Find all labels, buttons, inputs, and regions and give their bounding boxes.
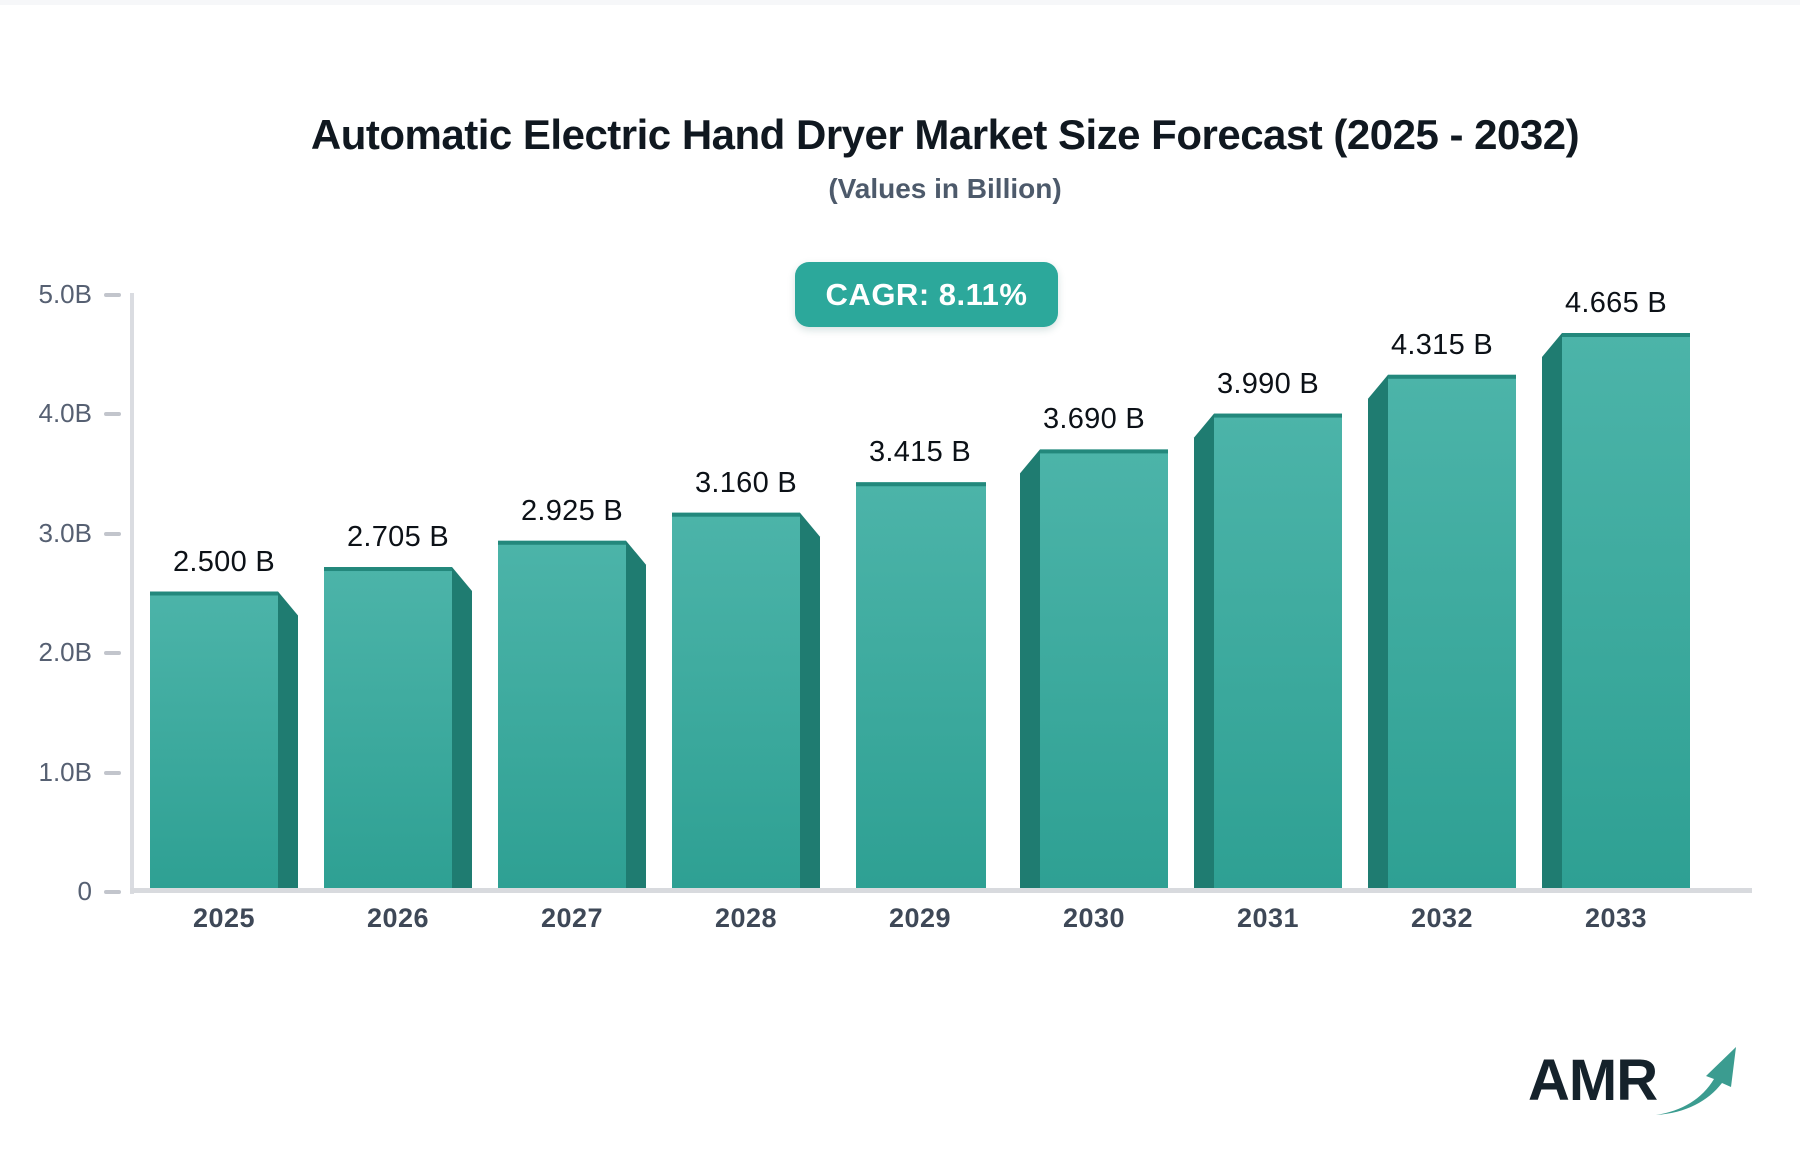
- bar-top-edge: [1388, 374, 1516, 379]
- bar-side-face: [626, 540, 646, 890]
- bar-value-label: 2.705 B: [346, 521, 450, 554]
- x-axis-label: 2025: [192, 903, 256, 933]
- bar-front-face: [1214, 413, 1342, 890]
- bar-value-label: 3.990 B: [1216, 367, 1320, 400]
- bar-2025: [150, 591, 298, 890]
- bar-top-edge: [672, 512, 800, 517]
- bar-side-face: [1368, 374, 1388, 890]
- x-axis-label: 2026: [366, 903, 430, 933]
- bar-top-edge: [856, 482, 986, 487]
- bar-2032: [1368, 374, 1516, 890]
- bar-top-edge: [498, 540, 626, 545]
- x-axis-label: 2028: [714, 903, 778, 933]
- bar-value-label: 3.690 B: [1042, 403, 1146, 436]
- bar-2029: [856, 482, 986, 890]
- y-axis-tick-label: 0: [77, 876, 92, 906]
- amr-logo-text: AMR: [1528, 1048, 1658, 1113]
- bar-value-label: 3.415 B: [868, 436, 972, 469]
- bar-side-face: [1020, 449, 1040, 890]
- bar-side-face: [452, 567, 472, 890]
- bar-front-face: [150, 591, 278, 890]
- y-axis-tick: [104, 770, 121, 775]
- y-axis-tick: [104, 531, 121, 536]
- bar-side-face: [1542, 332, 1562, 890]
- bar-top-edge: [1562, 332, 1690, 337]
- bar-front-face: [498, 540, 626, 890]
- y-axis-tick: [104, 293, 121, 297]
- bar-value-label: 2.500 B: [172, 545, 276, 578]
- bar-value-label: 4.315 B: [1390, 328, 1494, 361]
- bar-value-label: 2.925 B: [520, 494, 624, 527]
- bar-side-face: [278, 591, 298, 890]
- x-axis-label: 2029: [888, 903, 952, 933]
- y-axis-line: [130, 293, 134, 894]
- bar-top-edge: [150, 591, 278, 596]
- y-axis-tick-label: 1.0B: [38, 756, 93, 787]
- chart-subtitle: (Values in Billion): [828, 173, 1062, 204]
- y-axis-tick-label: 3.0B: [38, 517, 93, 548]
- bar-2031: [1194, 413, 1342, 890]
- bar-top-edge: [1040, 449, 1168, 454]
- bar-top-edge: [324, 567, 452, 572]
- y-axis-tick-label: 2.0B: [38, 637, 93, 668]
- bar-top-edge: [1214, 413, 1342, 418]
- bar-front-face: [856, 482, 986, 890]
- bar-side-face: [800, 512, 820, 890]
- amr-logo: AMR: [1528, 1037, 1743, 1132]
- bar-2030: [1020, 449, 1168, 890]
- bar-front-face: [324, 567, 452, 890]
- y-axis-tick-label: 5.0B: [38, 279, 93, 309]
- bar-2027: [498, 540, 646, 890]
- chart-title: Automatic Electric Hand Dryer Market Siz…: [310, 111, 1580, 158]
- x-axis-label: 2031: [1236, 903, 1300, 933]
- bar-front-face: [1562, 332, 1690, 890]
- y-axis-tick: [104, 412, 121, 417]
- x-axis-label: 2027: [540, 903, 604, 933]
- bar-value-label: 4.665 B: [1564, 286, 1668, 319]
- bar-2033: [1542, 332, 1690, 890]
- x-axis-label: 2030: [1062, 903, 1126, 933]
- bar-chart-plot: [150, 332, 1690, 890]
- bar-front-face: [672, 512, 800, 890]
- y-axis-tick-label: 4.0B: [38, 398, 93, 429]
- bar-front-face: [1388, 374, 1516, 890]
- growth-arrow-icon: [1656, 1047, 1736, 1115]
- x-axis-line: [130, 888, 1752, 893]
- bar-front-face: [1040, 449, 1168, 890]
- cagr-label: CAGR: 8.11%: [825, 277, 1028, 312]
- cagr-badge: CAGR: 8.11%: [795, 262, 1058, 327]
- bar-2028: [672, 512, 820, 890]
- y-axis-tick: [104, 651, 121, 656]
- bar-2026: [324, 567, 472, 890]
- y-axis-tick: [104, 890, 121, 894]
- bar-value-label: 3.160 B: [694, 466, 798, 499]
- x-axis-label: 2032: [1410, 903, 1474, 933]
- x-axis-label: 2033: [1584, 903, 1648, 933]
- bar-side-face: [1194, 413, 1214, 890]
